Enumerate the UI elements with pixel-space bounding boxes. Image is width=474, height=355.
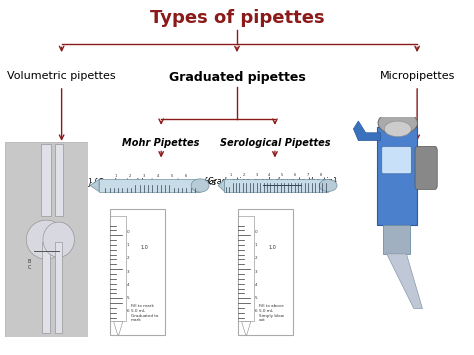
- Text: }{Graduated between two marks: }{Graduated between two marks: [88, 178, 216, 186]
- Text: Micropipettes: Micropipettes: [379, 71, 455, 81]
- Text: Mohr Pipettes: Mohr Pipettes: [122, 138, 200, 148]
- Text: Volumetric pipettes: Volumetric pipettes: [7, 71, 116, 81]
- Text: {Graduation mark down to the tip}: {Graduation mark down to the tip}: [203, 178, 337, 186]
- Text: Serological Pipettes: Serological Pipettes: [219, 138, 330, 148]
- Text: Graduated pipettes: Graduated pipettes: [169, 71, 305, 84]
- Text: Types of pipettes: Types of pipettes: [150, 9, 324, 27]
